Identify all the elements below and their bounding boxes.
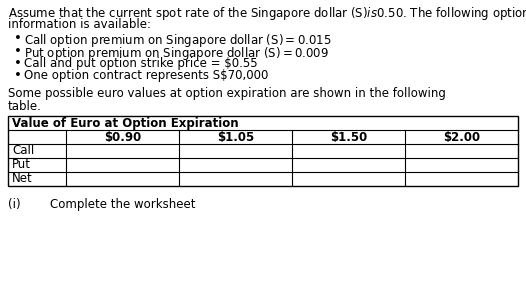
Text: Complete the worksheet: Complete the worksheet — [50, 198, 196, 211]
Text: (i): (i) — [8, 198, 21, 211]
Text: Put: Put — [12, 158, 31, 171]
Text: Some possible euro values at option expiration are shown in the following: Some possible euro values at option expi… — [8, 87, 446, 100]
Bar — [8, 116, 518, 186]
Text: Call: Call — [12, 144, 34, 157]
Text: table.: table. — [8, 99, 42, 112]
Text: $1.50: $1.50 — [330, 131, 367, 144]
Text: •: • — [14, 57, 22, 70]
Text: $1.05: $1.05 — [217, 131, 254, 144]
Text: $2.00: $2.00 — [443, 131, 480, 144]
Text: information is available:: information is available: — [8, 17, 151, 30]
Text: Net: Net — [12, 173, 33, 186]
Text: $0.90: $0.90 — [104, 131, 141, 144]
Text: One option contract represents S$70,000: One option contract represents S$70,000 — [24, 70, 268, 83]
Text: Assume that the current spot rate of the Singapore dollar (S$) is $0.50. The fol: Assume that the current spot rate of the… — [8, 5, 526, 22]
Text: Value of Euro at Option Expiration: Value of Euro at Option Expiration — [12, 117, 239, 130]
Text: •: • — [14, 44, 22, 57]
Text: Call option premium on Singapore dollar (S$) = $0.015: Call option premium on Singapore dollar … — [24, 32, 331, 49]
Text: Call and put option strike price = $0.55: Call and put option strike price = $0.55 — [24, 57, 258, 70]
Text: •: • — [14, 32, 22, 45]
Text: Put option premium on Singapore dollar (S$) = $0.009: Put option premium on Singapore dollar (… — [24, 44, 329, 62]
Text: •: • — [14, 70, 22, 83]
